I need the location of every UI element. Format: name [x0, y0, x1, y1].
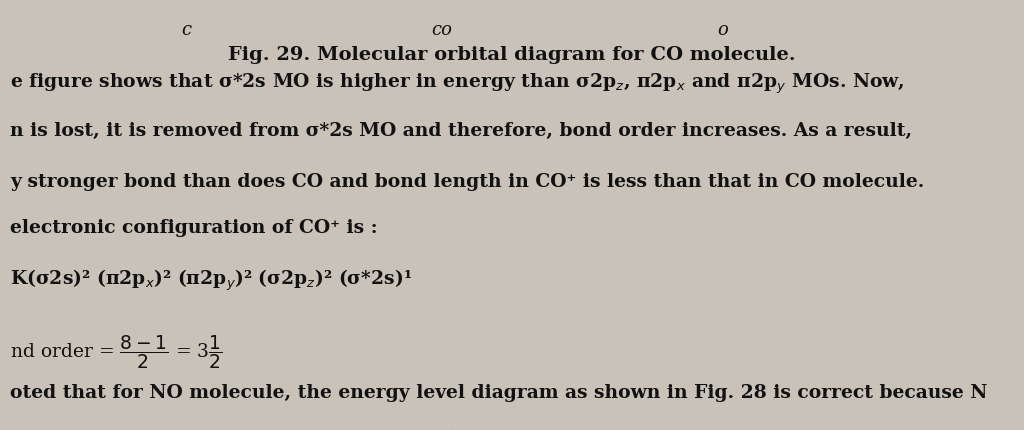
Text: Fig. 29. Molecular orbital diagram for CO molecule.: Fig. 29. Molecular orbital diagram for C… — [228, 46, 796, 64]
Text: c: c — [181, 21, 190, 39]
Text: y stronger bond than does CO and bond length in CO⁺ is less than that in CO mole: y stronger bond than does CO and bond le… — [10, 173, 925, 191]
Text: e figure shows that σ*2s MO is higher in energy than σ2p$_z$, π2p$_x$ and π2p$_y: e figure shows that σ*2s MO is higher in… — [10, 72, 905, 96]
Text: o: o — [717, 21, 728, 39]
Text: nd order = $\dfrac{8-1}{2}$ = 3$\dfrac{1}{2}$: nd order = $\dfrac{8-1}{2}$ = 3$\dfrac{1… — [10, 333, 223, 371]
Text: n is lost, it is removed from σ*2s MO and therefore, bond order increases. As a : n is lost, it is removed from σ*2s MO an… — [10, 122, 912, 140]
Text: co: co — [431, 21, 453, 39]
Text: K(σ2s)² (π2p$_x$)² (π2p$_y$)² (σ2p$_z$)² (σ*2s)¹: K(σ2s)² (π2p$_x$)² (π2p$_y$)² (σ2p$_z$)²… — [10, 267, 412, 293]
Text: electronic configuration of CO⁺ is :: electronic configuration of CO⁺ is : — [10, 219, 378, 237]
Text: oted that for NO molecule, the energy level diagram as shown in Fig. 28 is corre: oted that for NO molecule, the energy le… — [10, 384, 987, 402]
